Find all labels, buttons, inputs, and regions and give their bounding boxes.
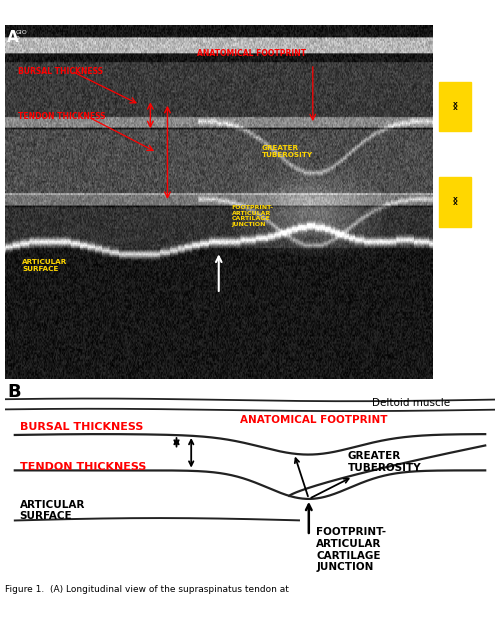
Bar [440, 177, 471, 227]
Text: X
X: X X [453, 102, 458, 111]
Text: 1.0: 1.0 [452, 155, 464, 164]
Text: Figure 1.  (A) Longitudinal view of the supraspinatus tendon at: Figure 1. (A) Longitudinal view of the s… [5, 585, 289, 594]
Text: ARTICULAR
SURFACE: ARTICULAR SURFACE [20, 500, 85, 521]
Text: ANATOMICAL FOOTPRINT: ANATOMICAL FOOTPRINT [198, 49, 306, 58]
Text: GIO
9: GIO 9 [16, 30, 28, 41]
Text: ARTICULAR
SURFACE: ARTICULAR SURFACE [22, 259, 68, 272]
Text: FOOTPRINT-
ARTICULAR
CARTILAGE
JUNCTION: FOOTPRINT- ARTICULAR CARTILAGE JUNCTION [232, 205, 274, 227]
Text: A: A [7, 30, 19, 45]
Text: 0.5: 0.5 [452, 63, 464, 72]
Text: FOOTPRINT-
ARTICULAR
CARTILAGE
JUNCTION: FOOTPRINT- ARTICULAR CARTILAGE JUNCTION [316, 528, 386, 572]
Text: GREATER
TUBEROSITY: GREATER TUBEROSITY [262, 145, 312, 158]
Text: X
X: X X [453, 197, 458, 207]
Text: TENDON THICKNESS: TENDON THICKNESS [20, 462, 146, 472]
Text: Deltoid muscle: Deltoid muscle [372, 398, 450, 408]
Text: GREATER
TUBEROSITY: GREATER TUBEROSITY [348, 451, 422, 473]
Text: ANATOMICAL FOOTPRINT: ANATOMICAL FOOTPRINT [240, 415, 387, 425]
Text: BURSAL THICKNESS: BURSAL THICKNESS [18, 66, 103, 76]
Text: 2.0: 2.0 [452, 336, 464, 344]
Text: TENDON THICKNESS: TENDON THICKNESS [18, 113, 106, 121]
Text: 1.5: 1.5 [452, 244, 464, 252]
Text: BURSAL THICKNESS: BURSAL THICKNESS [20, 422, 143, 432]
Text: B: B [8, 383, 21, 401]
Bar [440, 81, 471, 131]
